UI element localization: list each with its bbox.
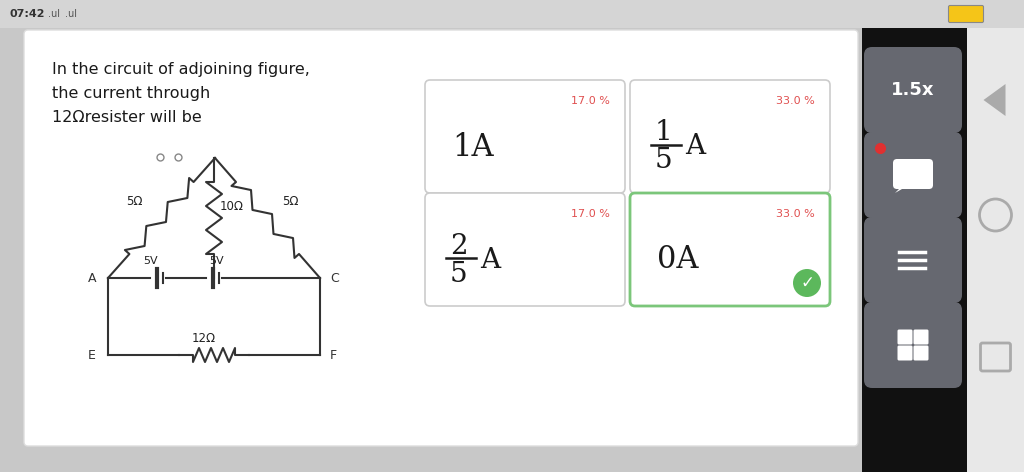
FancyBboxPatch shape — [864, 132, 962, 218]
Text: C: C — [330, 272, 339, 285]
Text: 12Ω: 12Ω — [191, 332, 216, 345]
Text: E: E — [88, 349, 96, 362]
FancyBboxPatch shape — [864, 302, 962, 388]
FancyBboxPatch shape — [630, 193, 830, 306]
Text: In the circuit of adjoining figure,: In the circuit of adjoining figure, — [52, 62, 310, 77]
FancyBboxPatch shape — [425, 80, 625, 193]
FancyBboxPatch shape — [897, 329, 912, 345]
Text: 10Ω: 10Ω — [220, 200, 244, 213]
FancyBboxPatch shape — [913, 329, 929, 345]
FancyBboxPatch shape — [24, 30, 858, 446]
Polygon shape — [983, 84, 1006, 116]
Text: 17.0 %: 17.0 % — [571, 96, 610, 106]
FancyBboxPatch shape — [897, 346, 912, 361]
Text: 1: 1 — [655, 119, 673, 146]
Text: A: A — [88, 272, 96, 285]
Text: 33.0 %: 33.0 % — [776, 209, 815, 219]
Text: 33.0 %: 33.0 % — [776, 96, 815, 106]
Text: the current through: the current through — [52, 86, 210, 101]
Text: 5: 5 — [450, 261, 468, 287]
FancyBboxPatch shape — [425, 193, 625, 306]
FancyBboxPatch shape — [862, 28, 967, 472]
Text: ✓: ✓ — [800, 274, 814, 292]
Text: 5Ω: 5Ω — [126, 195, 142, 208]
Text: 5V: 5V — [209, 256, 223, 266]
Text: .ul: .ul — [48, 9, 60, 19]
Text: 1A: 1A — [452, 132, 494, 162]
Text: A: A — [685, 134, 706, 160]
FancyBboxPatch shape — [893, 159, 933, 189]
FancyBboxPatch shape — [967, 28, 1024, 472]
FancyBboxPatch shape — [948, 6, 983, 23]
Text: 0A: 0A — [657, 244, 698, 276]
Text: .ul: .ul — [65, 9, 77, 19]
FancyBboxPatch shape — [864, 47, 962, 133]
FancyBboxPatch shape — [913, 346, 929, 361]
FancyBboxPatch shape — [0, 0, 1024, 28]
FancyBboxPatch shape — [630, 80, 830, 193]
Text: 12Ωresister will be: 12Ωresister will be — [52, 110, 202, 125]
FancyBboxPatch shape — [864, 217, 962, 303]
Text: 2: 2 — [450, 233, 468, 260]
Circle shape — [793, 269, 821, 297]
Text: 5V: 5V — [142, 256, 158, 266]
Polygon shape — [895, 185, 909, 193]
Text: 17.0 %: 17.0 % — [571, 209, 610, 219]
Text: 5Ω: 5Ω — [282, 195, 299, 208]
Text: A: A — [480, 246, 500, 273]
Text: 1.5x: 1.5x — [891, 81, 935, 99]
Text: 07:42: 07:42 — [10, 9, 45, 19]
Text: F: F — [330, 349, 337, 362]
Text: 5: 5 — [655, 147, 673, 175]
